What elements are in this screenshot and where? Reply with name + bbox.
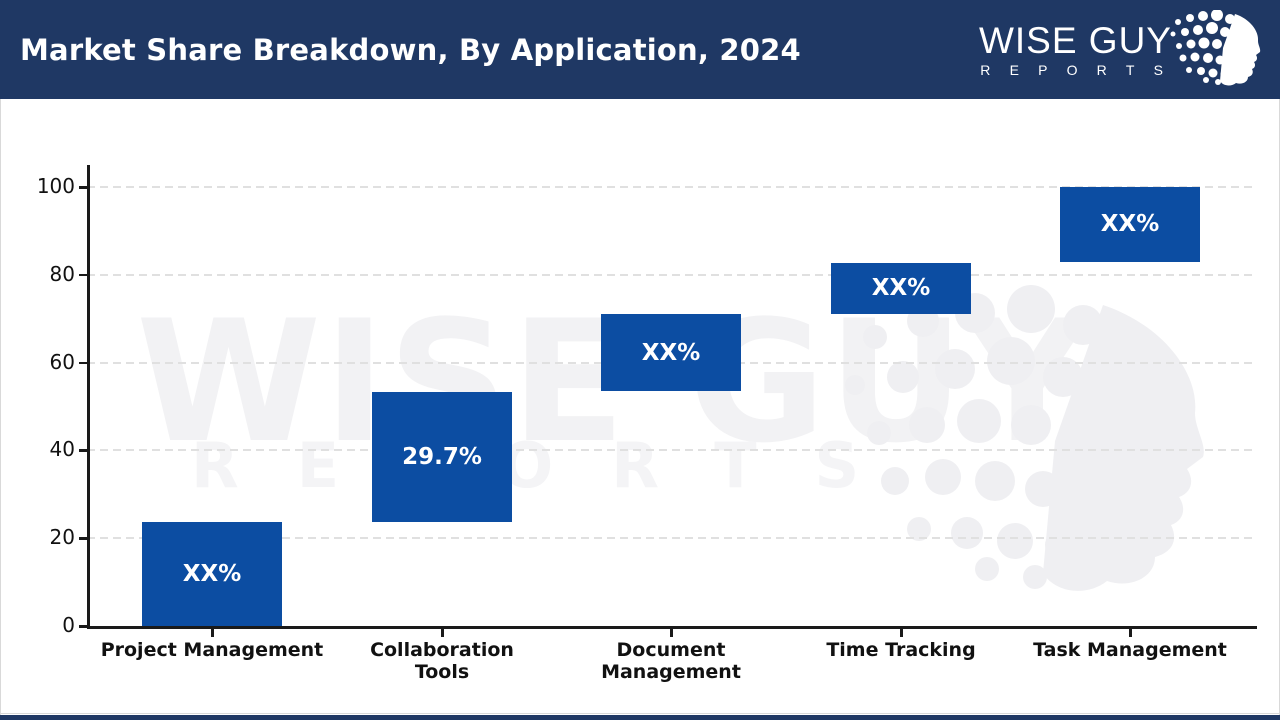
logo-text: WISE GUY R E P O R T S <box>976 22 1172 77</box>
logo-wordmark: WISE GUY <box>978 20 1172 61</box>
ytick-60 <box>79 361 87 365</box>
xtick-task-management <box>1129 629 1132 637</box>
ytick-40 <box>79 449 87 452</box>
bar-time-tracking: XX% <box>831 262 971 315</box>
bar-value-label-task-management: XX% <box>1100 211 1160 238</box>
chart-area: WISE GUY REPORTS 0 20 40 60 80 100 XX% Project … <box>0 99 1280 715</box>
bar-value-label-project-management: XX% <box>182 561 242 588</box>
bar-document-management: XX% <box>601 314 741 392</box>
bar-value-label-document-management: XX% <box>641 339 701 366</box>
ytick-0 <box>79 625 87 628</box>
ytick-label-40: 40 <box>49 437 75 462</box>
category-label-collaboration-tools: Collaboration Tools <box>370 639 514 683</box>
ytick-label-60: 60 <box>49 349 75 374</box>
gridline-40 <box>87 449 1257 452</box>
ytick-80 <box>79 273 87 277</box>
footer-bar <box>0 715 1280 720</box>
xtick-project-management <box>211 629 214 637</box>
category-label-time-tracking: Time Tracking <box>826 639 976 661</box>
xtick-collaboration-tools <box>441 629 444 637</box>
logo-subtitle: R E P O R T S <box>980 62 1172 78</box>
ytick-label-0: 0 <box>62 613 75 637</box>
xtick-time-tracking <box>900 629 903 637</box>
bar-value-label-collaboration-tools: 29.7% <box>402 444 482 471</box>
x-axis <box>87 626 1257 629</box>
gridline-100 <box>87 186 1257 188</box>
y-axis <box>87 165 90 629</box>
ytick-20 <box>79 537 87 540</box>
header: Market Share Breakdown, By Application, … <box>0 0 1280 99</box>
category-label-task-management: Task Management <box>1033 639 1227 661</box>
bar-value-label-time-tracking: XX% <box>871 275 931 302</box>
category-label-document-management: Document Management <box>601 639 741 683</box>
bar-collaboration-tools: 29.7% <box>372 392 512 523</box>
ytick-label-100: 100 <box>36 174 75 198</box>
bar-project-management: XX% <box>142 522 282 626</box>
category-label-project-management: Project Management <box>100 639 324 661</box>
ytick-100 <box>79 186 87 189</box>
ytick-label-20: 20 <box>49 525 75 550</box>
wiseguy-logo: WISE GUY R E P O R T S <box>976 9 1268 90</box>
bar-task-management: XX% <box>1060 187 1200 262</box>
ytick-label-80: 80 <box>49 261 75 286</box>
gridline-20 <box>87 537 1257 540</box>
bottom-hairline <box>0 713 1280 714</box>
page-title: Market Share Breakdown, By Application, … <box>20 32 801 67</box>
gridline-80 <box>87 273 1257 276</box>
xtick-document-management <box>670 629 673 637</box>
